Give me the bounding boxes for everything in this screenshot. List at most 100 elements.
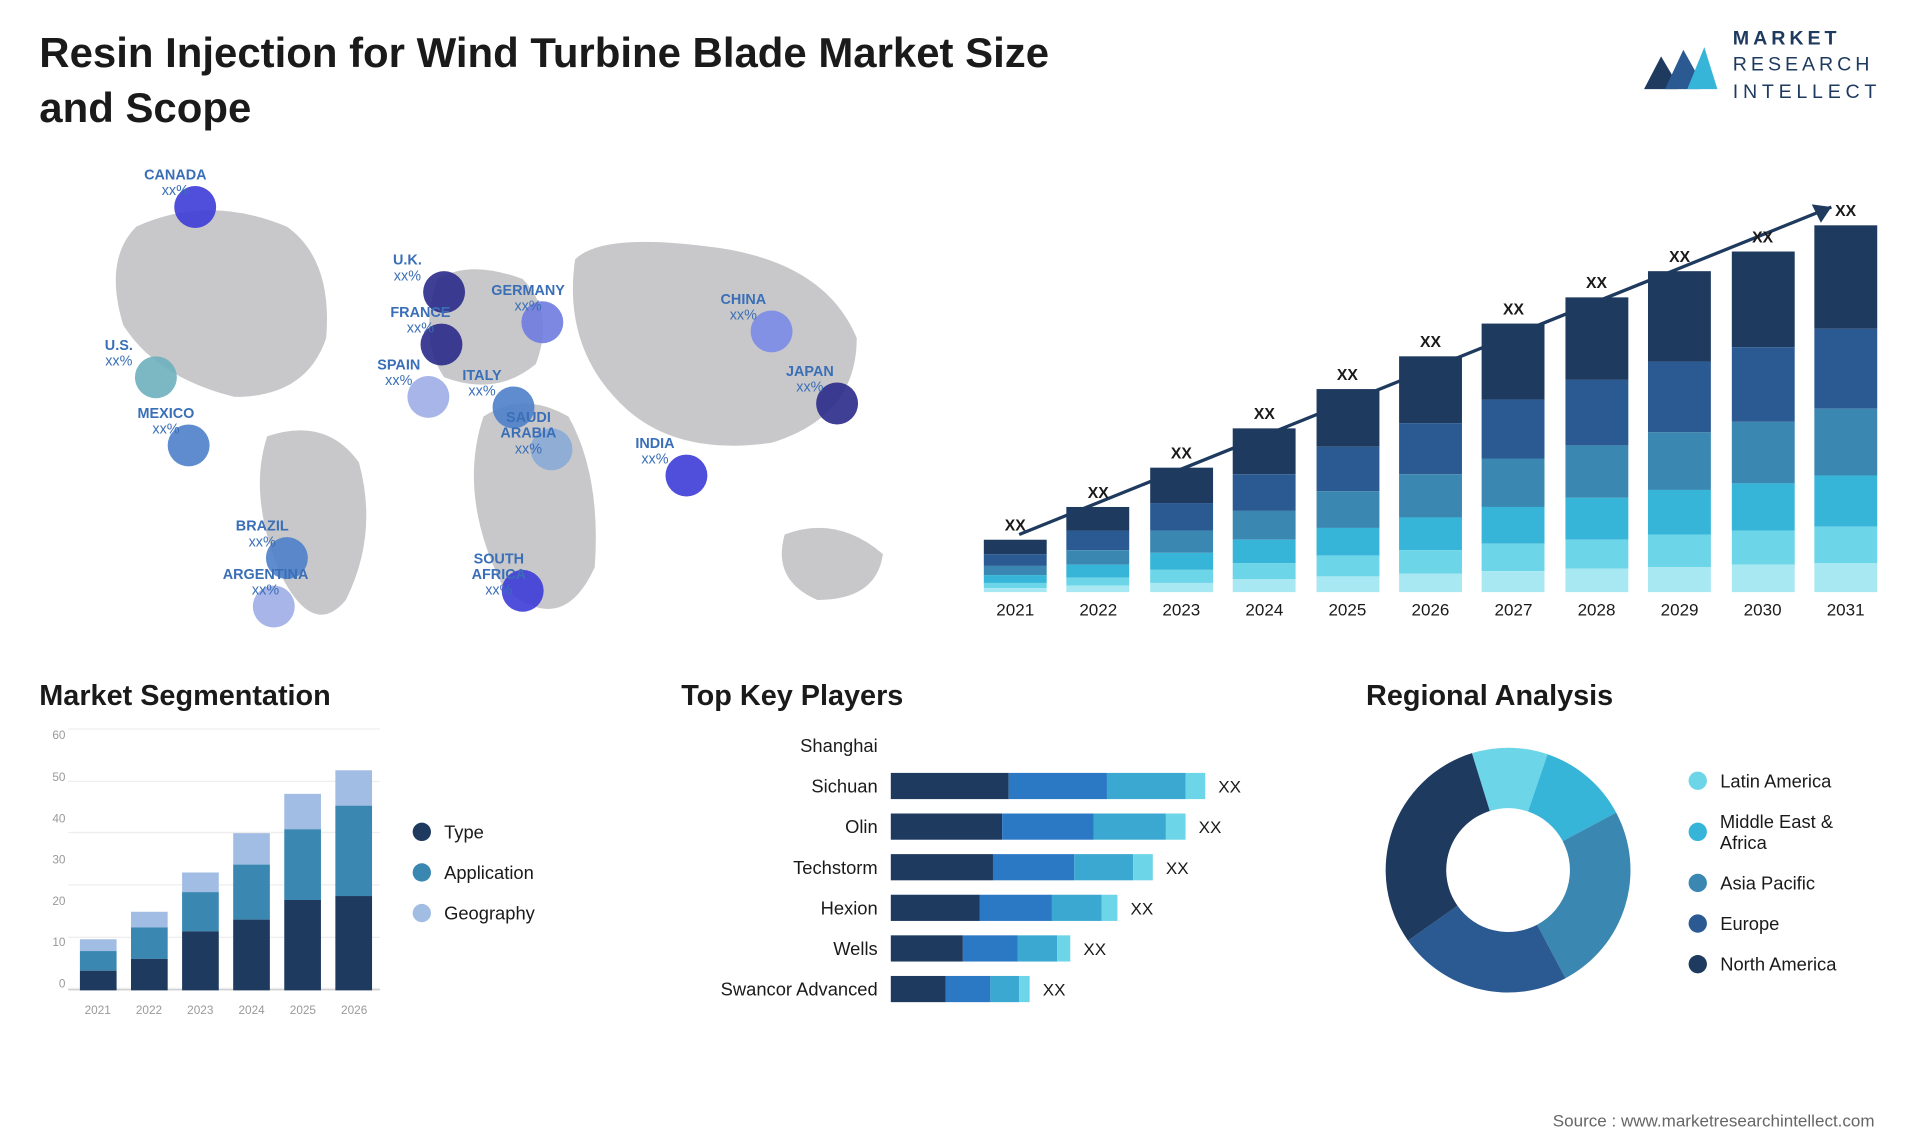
map-country-label: CANADAxx% bbox=[144, 168, 206, 200]
map-country-label: GERMANYxx% bbox=[491, 283, 565, 315]
map-country-label: ARGENTINAxx% bbox=[223, 567, 309, 599]
map-country-label: SAUDIARABIAxx% bbox=[500, 410, 556, 458]
key-players-title: Top Key Players bbox=[681, 679, 1300, 713]
main-bar: XX 2024 bbox=[1229, 405, 1300, 620]
key-player-row: Swancor Advanced XX bbox=[681, 972, 1300, 1006]
regional-section: Regional Analysis Latin America Middle Ea… bbox=[1366, 679, 1881, 1017]
logo-icon bbox=[1641, 37, 1720, 96]
main-bar-value: XX bbox=[1669, 248, 1690, 266]
segmentation-bar bbox=[131, 912, 168, 991]
donut-slice bbox=[1385, 753, 1489, 940]
logo-text-1: MARKET bbox=[1733, 26, 1881, 53]
main-bar-year: 2026 bbox=[1412, 600, 1450, 620]
map-country-label: SOUTHAFRICAxx% bbox=[472, 552, 526, 600]
regional-legend-item: Europe bbox=[1689, 913, 1881, 934]
key-player-name: Shanghai bbox=[681, 735, 891, 756]
main-bar-value: XX bbox=[1503, 300, 1524, 318]
segmentation-section: Market Segmentation 0102030405060 202120… bbox=[39, 679, 615, 1017]
key-player-value: XX bbox=[1083, 939, 1106, 959]
key-player-row: Wells XX bbox=[681, 932, 1300, 966]
regional-legend-item: Middle East & Africa bbox=[1689, 811, 1881, 853]
brand-logo: MARKET RESEARCH INTELLECT bbox=[1641, 26, 1881, 106]
key-player-name: Wells bbox=[681, 938, 891, 959]
segmentation-legend-item: Geography bbox=[413, 903, 535, 924]
world-map: CANADAxx% U.S.xx% MEXICOxx% BRAZILxx% ARGENT… bbox=[39, 155, 940, 653]
main-bar-year: 2023 bbox=[1162, 600, 1200, 620]
main-bar-value: XX bbox=[1586, 274, 1607, 292]
map-country-label: MEXICOxx% bbox=[138, 406, 195, 438]
main-bar: XX 2025 bbox=[1312, 366, 1383, 620]
source-attribution: Source : www.marketresearchintellect.com bbox=[1553, 1111, 1875, 1131]
map-country-label: SPAINxx% bbox=[377, 358, 420, 390]
map-country-label: ITALYxx% bbox=[462, 368, 501, 400]
key-player-value: XX bbox=[1131, 898, 1154, 918]
key-player-value: XX bbox=[1199, 817, 1222, 837]
map-country-label: U.S.xx% bbox=[105, 338, 133, 370]
main-bar-year: 2024 bbox=[1245, 600, 1283, 620]
segmentation-chart: 0102030405060 202120222023202420252026 bbox=[39, 729, 380, 1017]
map-country-label: JAPANxx% bbox=[786, 364, 834, 396]
main-bar: XX 2031 bbox=[1810, 202, 1881, 620]
main-growth-chart: XX 2021 XX 2022 XX 2023 XX 2024 XX 2025 XX 2026 XX 20… bbox=[980, 155, 1881, 653]
main-bar-year: 2025 bbox=[1328, 600, 1366, 620]
map-country-label: INDIAxx% bbox=[635, 436, 674, 468]
map-country-label: FRANCExx% bbox=[390, 305, 450, 337]
main-bar: XX 2023 bbox=[1146, 444, 1217, 619]
regional-legend-item: Latin America bbox=[1689, 771, 1881, 792]
key-player-name: Sichuan bbox=[681, 776, 891, 797]
main-bar-value: XX bbox=[1337, 366, 1358, 384]
main-bar-year: 2022 bbox=[1079, 600, 1117, 620]
key-player-name: Techstorm bbox=[681, 857, 891, 878]
key-player-row: Techstorm XX bbox=[681, 850, 1300, 884]
map-country-label: U.K.xx% bbox=[393, 253, 422, 285]
regional-legend-item: North America bbox=[1689, 954, 1881, 975]
logo-text-2: RESEARCH bbox=[1733, 53, 1881, 80]
segmentation-bar bbox=[336, 771, 373, 991]
main-bar: XX 2026 bbox=[1395, 333, 1466, 620]
regional-title: Regional Analysis bbox=[1366, 679, 1881, 713]
segmentation-legend-item: Application bbox=[413, 862, 535, 883]
segmentation-bar bbox=[285, 794, 322, 991]
main-bar: XX 2027 bbox=[1478, 300, 1549, 620]
page-title: Resin Injection for Wind Turbine Blade M… bbox=[39, 26, 1087, 135]
key-player-row: Sichuan XX bbox=[681, 769, 1300, 803]
main-bar: XX 2029 bbox=[1644, 248, 1715, 620]
main-bar: XX 2021 bbox=[980, 516, 1051, 619]
key-player-name: Hexion bbox=[681, 898, 891, 919]
main-bar-year: 2021 bbox=[996, 600, 1034, 620]
logo-text-3: INTELLECT bbox=[1733, 79, 1881, 106]
main-bar-year: 2031 bbox=[1827, 600, 1865, 620]
main-bar-value: XX bbox=[1005, 516, 1026, 534]
main-bar: XX 2022 bbox=[1063, 484, 1134, 620]
key-player-name: Swancor Advanced bbox=[681, 979, 891, 1000]
key-player-value: XX bbox=[1043, 979, 1066, 999]
main-bar: XX 2030 bbox=[1727, 228, 1798, 620]
regional-legend-item: Asia Pacific bbox=[1689, 873, 1881, 894]
main-bar-year: 2029 bbox=[1661, 600, 1699, 620]
segmentation-legend-item: Type bbox=[413, 822, 535, 843]
segmentation-bar bbox=[182, 873, 219, 991]
segmentation-title: Market Segmentation bbox=[39, 679, 615, 713]
main-bar-year: 2030 bbox=[1744, 600, 1782, 620]
key-players-section: Top Key Players ShanghaiSichuanXXOlinXXT… bbox=[681, 679, 1300, 1017]
main-bar-value: XX bbox=[1752, 228, 1773, 246]
main-bar-value: XX bbox=[1088, 484, 1109, 502]
main-bar-year: 2027 bbox=[1495, 600, 1533, 620]
segmentation-bar bbox=[79, 940, 116, 991]
key-player-row: Hexion XX bbox=[681, 891, 1300, 925]
main-bar-year: 2028 bbox=[1578, 600, 1616, 620]
map-country-label: BRAZILxx% bbox=[236, 519, 289, 551]
key-player-row: Olin XX bbox=[681, 810, 1300, 844]
regional-donut-chart bbox=[1366, 729, 1649, 1017]
map-country-label: CHINAxx% bbox=[720, 292, 766, 324]
segmentation-bar bbox=[233, 833, 270, 990]
main-bar-value: XX bbox=[1420, 333, 1441, 351]
main-bar-value: XX bbox=[1835, 202, 1856, 220]
key-player-name: Olin bbox=[681, 816, 891, 837]
key-player-value: XX bbox=[1166, 858, 1189, 878]
key-player-value: XX bbox=[1218, 776, 1241, 796]
main-bar-value: XX bbox=[1254, 405, 1275, 423]
main-bar-value: XX bbox=[1171, 444, 1192, 462]
key-player-row: Shanghai bbox=[681, 729, 1300, 763]
main-bar: XX 2028 bbox=[1561, 274, 1632, 620]
